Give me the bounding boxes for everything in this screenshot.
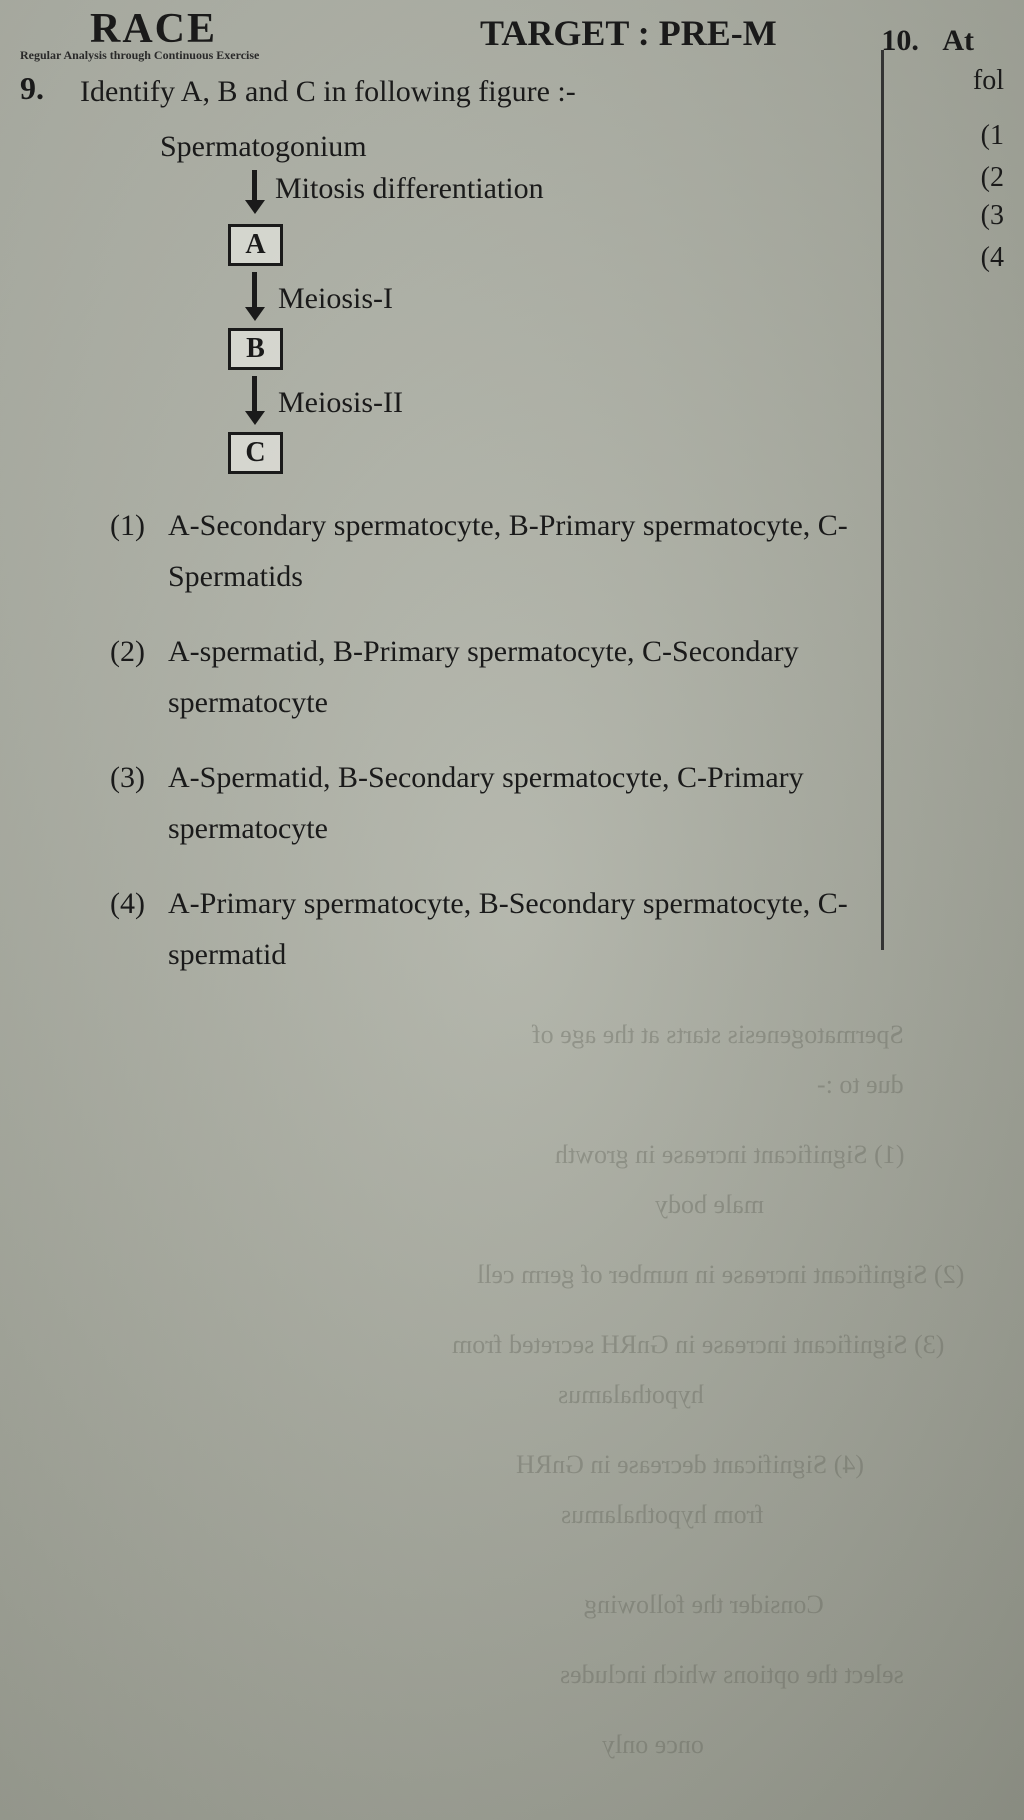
option-4[interactable]: (4) A-Primary spermatocyte, B-Secondary … xyxy=(110,878,860,980)
arrow-icon xyxy=(252,376,257,421)
brand-logo: RACE xyxy=(90,5,217,53)
ghost-text: once only xyxy=(602,1730,704,1760)
ghost-text: Consider the following xyxy=(584,1590,824,1620)
diagram-box-c: C xyxy=(228,432,283,474)
ghost-text: (2) Significant increase in number of ge… xyxy=(477,1260,964,1290)
ghost-text: (3) Significant increase in GnRH secrete… xyxy=(452,1330,944,1360)
option-num: (1) xyxy=(110,500,168,602)
arrow-icon xyxy=(252,272,257,317)
q10-text: At xyxy=(942,24,974,57)
side-mark-1: (1 xyxy=(981,120,1004,152)
answer-options: (1) A-Secondary spermatocyte, B-Primary … xyxy=(110,500,860,1004)
option-num: (3) xyxy=(110,752,168,854)
diagram-box-a: A xyxy=(228,224,283,266)
diagram-step3-label: Meiosis-II xyxy=(278,386,403,420)
ghost-text: male body xyxy=(655,1190,764,1220)
ghost-text: Spermatogenesis starts at the age of xyxy=(532,1020,904,1050)
question-text: Identify A, B and C in following figure … xyxy=(80,75,576,109)
column-divider xyxy=(881,50,884,950)
option-num: (4) xyxy=(110,878,168,980)
option-text: A-Secondary spermatocyte, B-Primary sper… xyxy=(168,500,860,602)
option-2[interactable]: (2) A-spermatid, B-Primary spermatocyte,… xyxy=(110,626,860,728)
header-band: RACE Regular Analysis through Continuous… xyxy=(0,0,1024,60)
option-num: (2) xyxy=(110,626,168,728)
option-text: A-spermatid, B-Primary spermatocyte, C-S… xyxy=(168,626,860,728)
diagram-step2-label: Meiosis-I xyxy=(278,282,393,316)
question-number: 9. xyxy=(20,70,44,107)
option-text: A-Spermatid, B-Secondary spermatocyte, C… xyxy=(168,752,860,854)
ghost-text: from hypothalamus xyxy=(561,1500,764,1530)
option-1[interactable]: (1) A-Secondary spermatocyte, B-Primary … xyxy=(110,500,860,602)
brand-subtitle: Regular Analysis through Continuous Exer… xyxy=(20,48,259,63)
diagram-step1-label: Mitosis differentiation xyxy=(275,172,544,206)
side-mark-4: (4 xyxy=(981,242,1004,274)
ghost-text: hypothalamus xyxy=(558,1380,704,1410)
ghost-text: select the options which includes xyxy=(560,1660,904,1690)
arrow-icon xyxy=(252,170,257,210)
option-text: A-Primary spermatocyte, B-Secondary sper… xyxy=(168,878,860,980)
option-3[interactable]: (3) A-Spermatid, B-Secondary spermatocyt… xyxy=(110,752,860,854)
diagram-start-label: Spermatogonium xyxy=(160,130,367,164)
diagram-box-b: B xyxy=(228,328,283,370)
q10-num: 10. xyxy=(881,24,919,57)
question-10-number: 10. At xyxy=(881,24,974,58)
q10-subtext: fol xyxy=(973,65,1004,97)
ghost-text: (1) Significant increase in growth xyxy=(555,1140,904,1170)
side-mark-2: (2 xyxy=(981,162,1004,194)
side-mark-3: (3 xyxy=(981,200,1004,232)
ghost-text: due to :- xyxy=(817,1070,904,1100)
ghost-text: (4) Significant decrease in GnRH xyxy=(516,1450,864,1480)
target-label: TARGET : PRE-M xyxy=(480,12,777,54)
